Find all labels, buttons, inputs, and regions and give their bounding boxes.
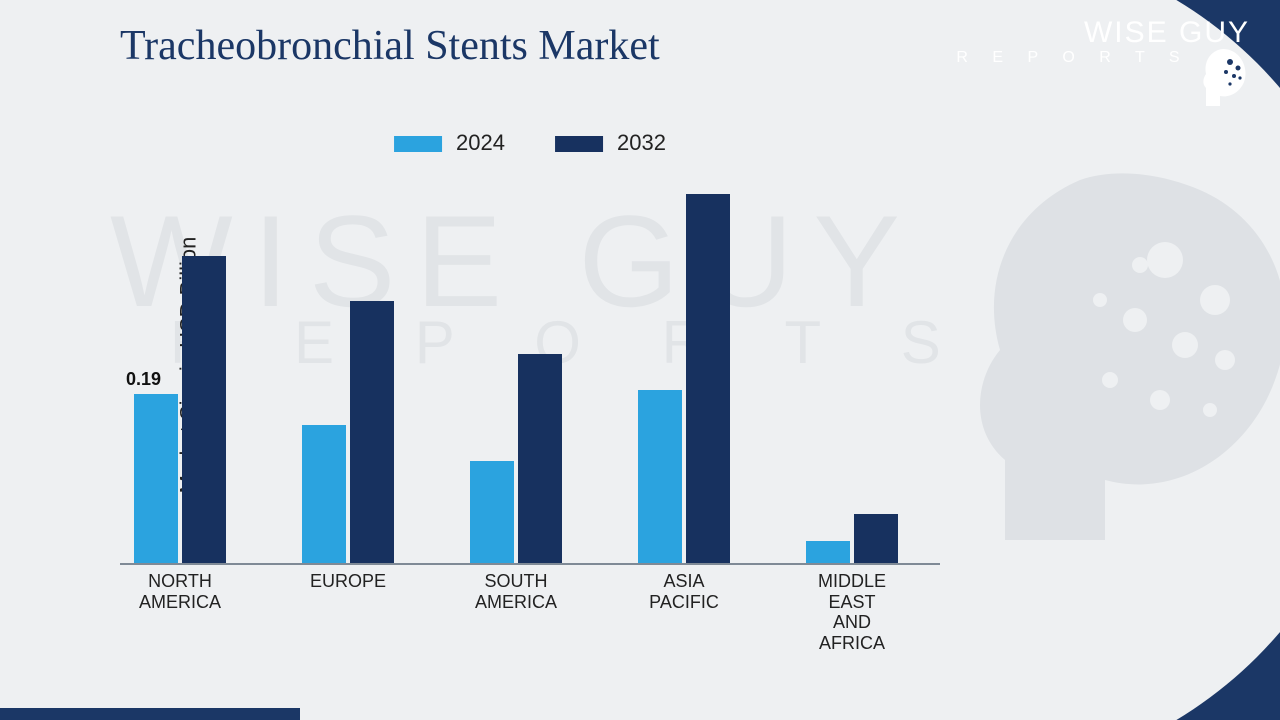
bar-2032 [686, 194, 730, 563]
bar-2024 [638, 390, 682, 563]
bottom-accent-bar [0, 708, 300, 720]
bar-value-label: 0.19 [126, 369, 161, 390]
bar-2032 [350, 301, 394, 563]
chart-title: Tracheobronchial Stents Market [120, 22, 660, 70]
legend-swatch-2024 [394, 136, 442, 152]
brand-line1: WISE GUY [1084, 16, 1250, 49]
bar-2024 [806, 541, 850, 563]
legend-swatch-2032 [555, 136, 603, 152]
legend-item-2032: 2032 [555, 130, 666, 156]
brand-head-icon [1200, 48, 1250, 108]
bar-2024 [134, 394, 178, 563]
bar-2032 [854, 514, 898, 563]
bar-2032 [518, 354, 562, 563]
bar-2032 [182, 256, 226, 563]
legend: 2024 2032 [394, 130, 666, 156]
bar-chart: Market Size in USD Billion 2024 2032 0.1… [120, 165, 940, 565]
category-labels-row: NORTH AMERICAEUROPESOUTH AMERICAASIA PAC… [120, 565, 940, 675]
brand-logo: WISE GUY R E P O R T S [956, 18, 1250, 108]
brand-line2: R E P O R T S [956, 50, 1189, 66]
bar-2024 [470, 461, 514, 563]
bar-2024 [302, 425, 346, 563]
legend-item-2024: 2024 [394, 130, 505, 156]
